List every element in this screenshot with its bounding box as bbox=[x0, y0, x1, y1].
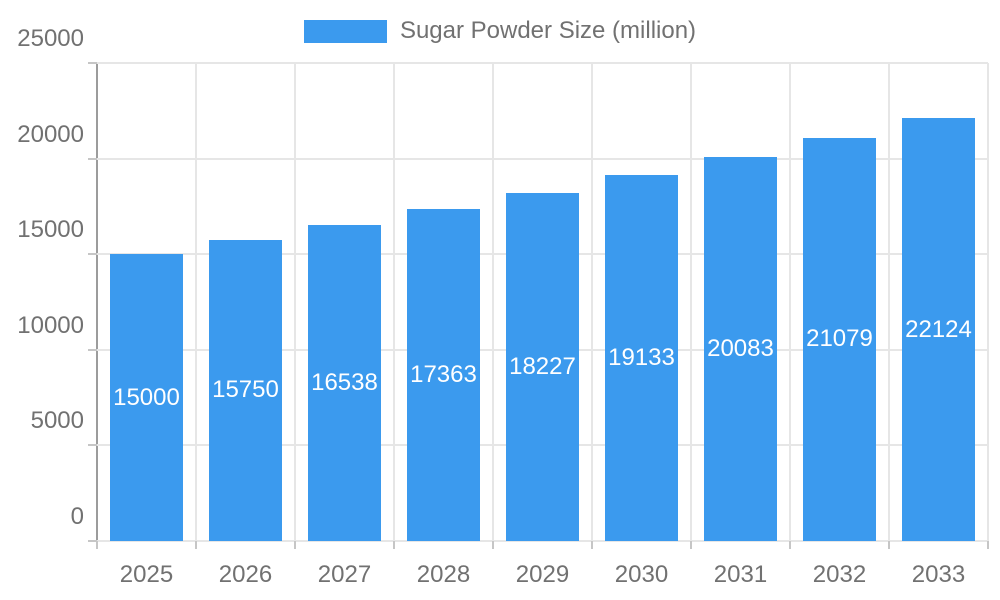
x-axis-tick bbox=[888, 541, 890, 549]
x-grid-line bbox=[392, 63, 395, 541]
x-grid-line bbox=[689, 63, 692, 541]
x-axis-tick bbox=[96, 541, 98, 549]
x-grid-line bbox=[888, 63, 890, 541]
y-grid-line bbox=[97, 62, 988, 64]
x-tick-label: 2027 bbox=[317, 561, 372, 588]
bar-2030[interactable]: 19133 bbox=[605, 175, 678, 541]
x-tick-label: 2030 bbox=[614, 561, 669, 588]
x-tick-label: 2029 bbox=[515, 561, 570, 588]
x-tick-label: 2026 bbox=[218, 561, 273, 588]
y-grid-line bbox=[97, 540, 988, 542]
bar-value-label: 19133 bbox=[608, 344, 675, 372]
y-axis-tick bbox=[88, 253, 97, 256]
x-grid-line bbox=[195, 63, 197, 541]
y-tick-label: 5000 bbox=[30, 407, 84, 435]
bar-value-label: 16538 bbox=[311, 368, 378, 396]
x-axis-tick bbox=[987, 541, 989, 549]
x-grid-line bbox=[789, 63, 791, 541]
bar-value-label: 20083 bbox=[707, 335, 774, 362]
y-tick-label: 20000 bbox=[17, 120, 84, 148]
y-axis-tick bbox=[88, 348, 97, 351]
bar-value-label: 18227 bbox=[509, 352, 576, 380]
legend-label: Sugar Powder Size (million) bbox=[399, 17, 697, 44]
x-axis-tick bbox=[591, 541, 593, 549]
y-tick-label: 0 bbox=[70, 503, 84, 530]
y-axis-tick bbox=[88, 444, 97, 447]
bar-2031[interactable]: 20083 bbox=[704, 157, 777, 541]
x-tick-label: 2025 bbox=[119, 561, 174, 588]
x-tick-label: 2028 bbox=[416, 561, 471, 588]
y-axis-tick bbox=[88, 157, 97, 160]
x-grid-line bbox=[492, 63, 494, 541]
bar-value-label: 21079 bbox=[806, 325, 873, 353]
bar-2029[interactable]: 18227 bbox=[506, 192, 579, 541]
y-tick-label: 15000 bbox=[17, 216, 84, 244]
bar-2026[interactable]: 15750 bbox=[209, 239, 282, 541]
x-tick-label: 2033 bbox=[911, 561, 966, 588]
bar-2028[interactable]: 17363 bbox=[407, 209, 480, 541]
plot-area: 0 5000 10000 15000 20000 25000 15000 2025 15750 2… bbox=[17, 27, 989, 588]
y-axis-line bbox=[96, 63, 98, 549]
x-tick-label: 2031 bbox=[713, 561, 768, 588]
y-tick-label: 10000 bbox=[17, 311, 84, 339]
x-tick-label: 2032 bbox=[812, 561, 867, 588]
x-grid-line bbox=[987, 63, 989, 541]
x-axis-tick bbox=[689, 541, 692, 549]
legend-item[interactable]: Sugar Powder Size (million) bbox=[0, 17, 1000, 45]
y-tick-label: 25000 bbox=[17, 25, 84, 52]
x-grid-line bbox=[294, 63, 296, 541]
bar-2027[interactable]: 16538 bbox=[308, 224, 381, 541]
bar-2025[interactable]: 15000 bbox=[110, 254, 183, 541]
bar-value-label: 22124 bbox=[905, 315, 972, 343]
x-axis-tick bbox=[492, 541, 494, 549]
bar-value-label: 17363 bbox=[410, 361, 477, 389]
bar-value-label: 15750 bbox=[212, 376, 279, 404]
y-grid-line bbox=[97, 157, 988, 160]
bar-2033[interactable]: 22124 bbox=[902, 118, 975, 541]
y-axis-tick bbox=[88, 62, 97, 64]
x-axis-tick bbox=[789, 541, 791, 549]
x-axis-tick bbox=[392, 541, 395, 549]
bar-value-label: 15000 bbox=[113, 383, 180, 411]
bar-2032[interactable]: 21079 bbox=[803, 137, 876, 541]
legend-swatch-icon bbox=[303, 19, 387, 43]
y-axis-tick bbox=[88, 540, 97, 542]
x-grid-line bbox=[591, 63, 593, 541]
x-axis-tick bbox=[294, 541, 296, 549]
x-axis-tick bbox=[195, 541, 197, 549]
